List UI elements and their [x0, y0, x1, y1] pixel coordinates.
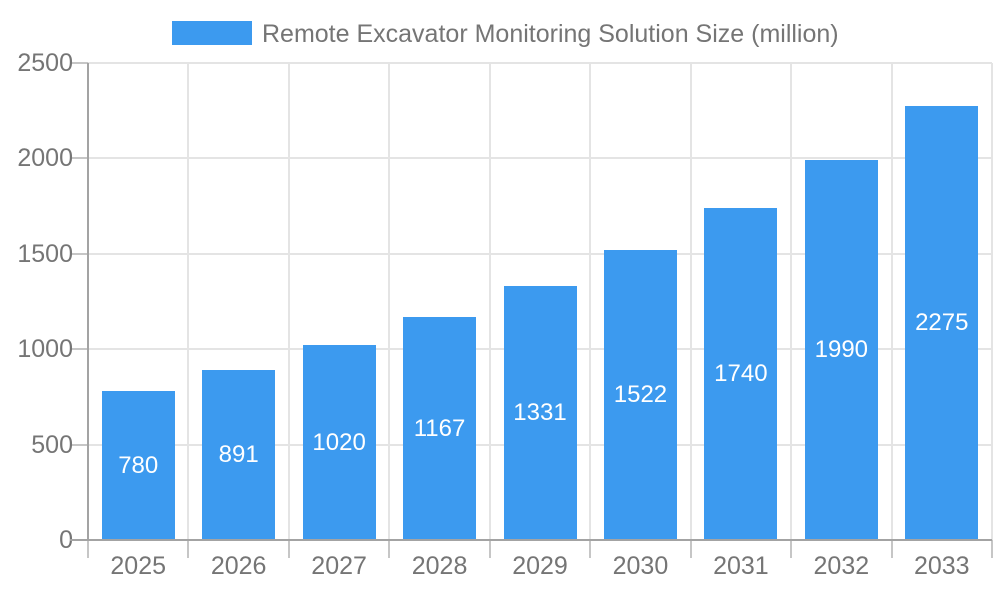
- y-axis-tick: [70, 443, 88, 446]
- x-axis-tick: [890, 540, 893, 558]
- x-axis-tick-label: 2031: [713, 552, 769, 580]
- y-axis-tick-label: 1500: [17, 239, 73, 268]
- x-axis-tick: [388, 540, 391, 558]
- v-gridline: [488, 63, 491, 540]
- x-axis-tick: [87, 540, 89, 558]
- x-axis-line: [70, 539, 992, 541]
- y-axis-tick-label: 0: [59, 526, 73, 554]
- v-gridline: [689, 63, 692, 540]
- bar-2031: [704, 208, 778, 540]
- bar-2026: [202, 369, 276, 540]
- x-axis-tick: [790, 540, 793, 558]
- legend: Remote Excavator Monitoring Solution Siz…: [172, 19, 839, 48]
- h-gridline: [88, 157, 992, 160]
- bar-value-label: 1167: [413, 414, 466, 442]
- bar-value-label: 1331: [513, 399, 567, 427]
- x-axis-tick: [991, 540, 993, 558]
- x-axis-tick: [689, 540, 692, 558]
- x-axis-tick-label: 2028: [411, 552, 468, 580]
- x-axis-tick: [589, 540, 592, 558]
- y-axis-tick-label: 2500: [17, 49, 73, 77]
- y-axis-tick: [70, 348, 88, 351]
- v-gridline: [790, 63, 793, 540]
- y-axis-line: [87, 63, 89, 540]
- bar-value-label: 1020: [312, 428, 366, 456]
- v-gridline: [890, 63, 893, 540]
- y-axis-tick-label: 500: [31, 430, 73, 459]
- bar-2025: [101, 391, 175, 540]
- x-axis-tick: [287, 540, 290, 558]
- y-axis-tick: [70, 62, 88, 64]
- x-axis-tick-label: 2025: [110, 552, 167, 580]
- x-axis-tick-label: 2033: [913, 552, 970, 580]
- y-axis-tick-label: 1000: [17, 335, 73, 364]
- v-gridline: [589, 63, 592, 540]
- y-axis-tick: [70, 252, 88, 255]
- x-axis-tick: [488, 540, 491, 558]
- v-gridline: [388, 63, 391, 540]
- bar-value-label: 1522: [613, 380, 668, 408]
- bar-value-label: 891: [218, 440, 259, 468]
- bar-2033: [905, 105, 979, 540]
- v-gridline: [991, 63, 993, 540]
- x-axis-tick-label: 2029: [512, 552, 568, 580]
- bar-value-label: 2275: [915, 308, 969, 336]
- y-axis-tick: [70, 157, 88, 160]
- x-axis-tick-label: 2026: [210, 552, 267, 580]
- bar-2030: [603, 249, 677, 540]
- bar-value-label: 1990: [814, 336, 869, 364]
- x-axis-tick-label: 2027: [311, 552, 367, 580]
- legend-label: Remote Excavator Monitoring Solution Siz…: [262, 19, 839, 48]
- h-gridline: [88, 62, 992, 64]
- x-axis-tick-label: 2032: [813, 552, 870, 580]
- x-axis-tick-label: 2030: [612, 552, 669, 580]
- bar-value-label: 780: [118, 451, 159, 479]
- bar-2032: [804, 160, 878, 540]
- v-gridline: [187, 63, 190, 540]
- v-gridline: [287, 63, 290, 540]
- bar-2027: [302, 345, 376, 540]
- bar-2029: [503, 286, 577, 540]
- x-axis-tick: [187, 540, 190, 558]
- bar-value-label: 1740: [714, 360, 768, 387]
- h-gridline: [88, 252, 992, 255]
- y-axis-tick-label: 2000: [17, 144, 73, 173]
- legend-swatch: [172, 21, 252, 45]
- bar-2028: [403, 317, 477, 540]
